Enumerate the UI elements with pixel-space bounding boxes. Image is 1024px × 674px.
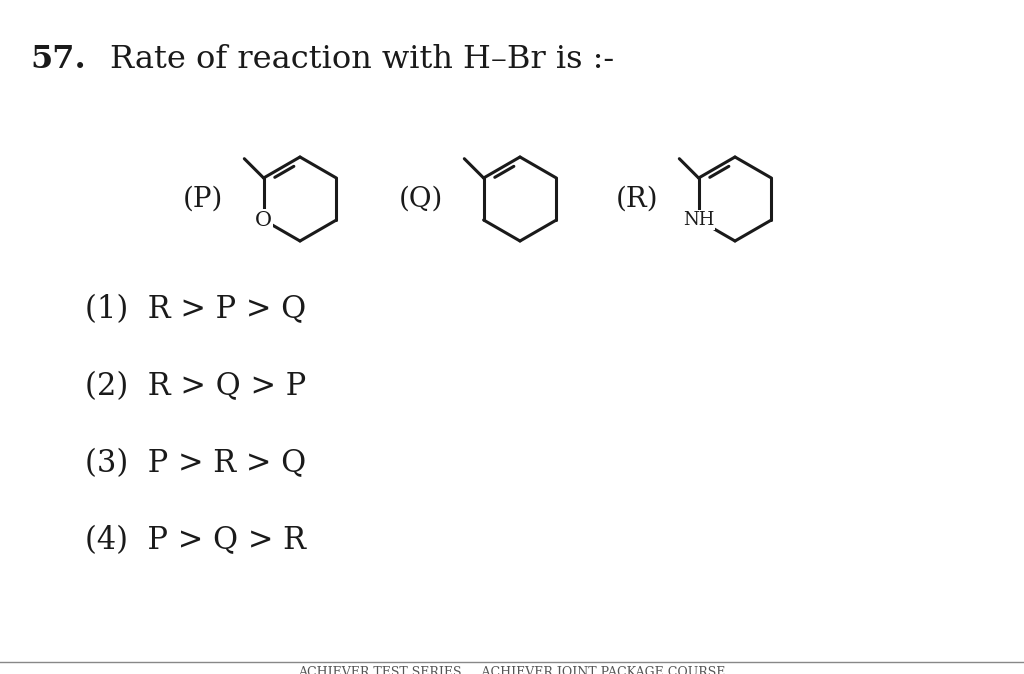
Text: (R): (R) xyxy=(615,185,658,212)
Text: (1)  R > P > Q: (1) R > P > Q xyxy=(85,294,306,325)
Text: ACHIEVER TEST SERIES     ACHIEVER JOINT PACKAGE COURSE: ACHIEVER TEST SERIES ACHIEVER JOINT PACK… xyxy=(298,666,726,674)
Text: (4)  P > Q > R: (4) P > Q > R xyxy=(85,525,306,556)
Text: 57.: 57. xyxy=(30,44,86,75)
Text: (2)  R > Q > P: (2) R > Q > P xyxy=(85,371,306,402)
Text: Rate of reaction with H–Br is :-: Rate of reaction with H–Br is :- xyxy=(110,44,614,75)
Text: O: O xyxy=(255,210,272,230)
Text: (3)  P > R > Q: (3) P > R > Q xyxy=(85,448,306,479)
Text: (P): (P) xyxy=(182,185,223,212)
Text: (Q): (Q) xyxy=(398,185,443,212)
Text: NH: NH xyxy=(683,211,715,229)
